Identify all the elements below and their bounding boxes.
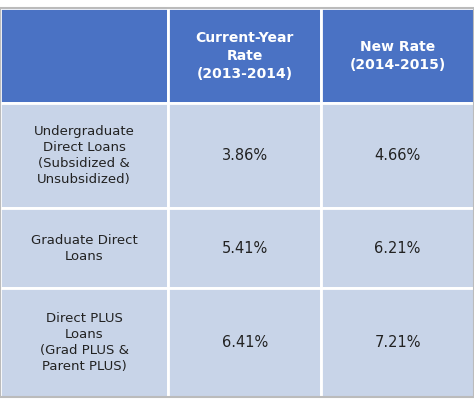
FancyBboxPatch shape bbox=[0, 8, 168, 103]
FancyBboxPatch shape bbox=[0, 103, 168, 208]
Text: 5.41%: 5.41% bbox=[221, 241, 268, 256]
Text: 7.21%: 7.21% bbox=[374, 335, 421, 350]
FancyBboxPatch shape bbox=[321, 103, 474, 208]
Text: Graduate Direct
Loans: Graduate Direct Loans bbox=[31, 234, 137, 263]
Text: 3.86%: 3.86% bbox=[222, 148, 268, 163]
Text: 4.66%: 4.66% bbox=[374, 148, 421, 163]
FancyBboxPatch shape bbox=[168, 103, 321, 208]
FancyBboxPatch shape bbox=[321, 288, 474, 397]
Text: Current-Year
Rate
(2013-2014): Current-Year Rate (2013-2014) bbox=[195, 31, 294, 81]
FancyBboxPatch shape bbox=[168, 8, 321, 103]
Text: New Rate
(2014-2015): New Rate (2014-2015) bbox=[349, 40, 446, 72]
Text: Undergraduate
Direct Loans
(Subsidized &
Unsubsidized): Undergraduate Direct Loans (Subsidized &… bbox=[34, 125, 135, 186]
Text: Direct PLUS
Loans
(Grad PLUS &
Parent PLUS): Direct PLUS Loans (Grad PLUS & Parent PL… bbox=[40, 312, 128, 373]
FancyBboxPatch shape bbox=[0, 288, 168, 397]
Text: 6.41%: 6.41% bbox=[221, 335, 268, 350]
FancyBboxPatch shape bbox=[168, 208, 321, 288]
FancyBboxPatch shape bbox=[321, 208, 474, 288]
Text: 6.21%: 6.21% bbox=[374, 241, 421, 256]
FancyBboxPatch shape bbox=[0, 208, 168, 288]
FancyBboxPatch shape bbox=[321, 8, 474, 103]
FancyBboxPatch shape bbox=[168, 288, 321, 397]
